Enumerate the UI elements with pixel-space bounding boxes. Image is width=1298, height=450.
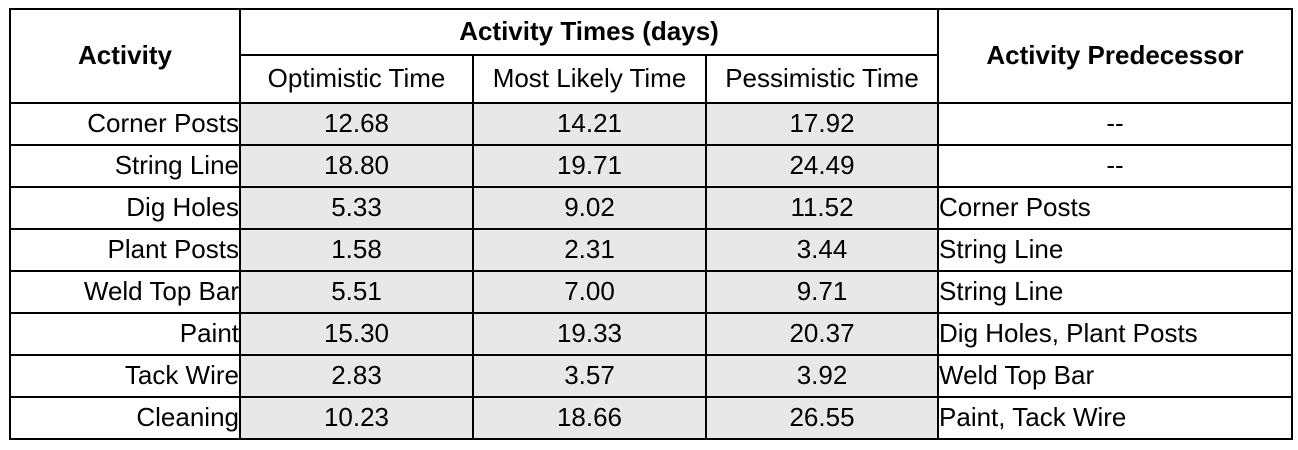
optimistic-time-cell: 15.30: [239, 312, 474, 356]
header-row-sub: Optimistic Time Most Likely Time Pessimi…: [10, 54, 1292, 104]
optimistic-time-cell: 5.33: [239, 186, 474, 230]
column-header-most-likely-time: Most Likely Time: [472, 54, 707, 104]
table-row-string-line: String Line 18.80 19.71 24.49 --: [9, 144, 1294, 188]
activity-cell: Cleaning: [9, 396, 241, 440]
pessimistic-time-cell: 9.71: [704, 270, 940, 314]
pessimistic-time-cell: 24.49: [704, 144, 940, 188]
predecessor-cell: --: [937, 102, 1294, 146]
activity-cell: Corner Posts: [9, 102, 241, 146]
table-row-plant-posts: Plant Posts 1.58 2.31 3.44 String Line: [9, 228, 1294, 272]
optimistic-time-cell: 2.83: [239, 354, 474, 398]
most-likely-time-cell: 14.21: [472, 102, 707, 146]
table-row-cleaning: Cleaning 10.23 18.66 26.55 Paint, Tack W…: [9, 396, 1294, 440]
most-likely-time-cell: 2.31: [472, 228, 707, 272]
pessimistic-time-cell: 3.44: [704, 228, 940, 272]
optimistic-time-cell: 5.51: [239, 270, 474, 314]
column-header-activity-times-group: Activity Times (days): [238, 8, 940, 56]
most-likely-time-cell: 19.33: [472, 312, 707, 356]
column-header-pessimistic-time: Pessimistic Time: [704, 54, 940, 104]
table-row-weld-top-bar: Weld Top Bar 5.51 7.00 9.71 String Line: [9, 270, 1294, 314]
pessimistic-time-cell: 17.92: [704, 102, 940, 146]
column-header-optimistic-time: Optimistic Time: [239, 54, 474, 104]
column-header-predecessor: Activity Predecessor: [937, 8, 1294, 104]
activity-cell: Tack Wire: [9, 354, 241, 398]
predecessor-cell: Dig Holes, Plant Posts: [937, 312, 1294, 356]
activity-cell: Dig Holes: [9, 186, 241, 230]
predecessor-cell: Paint, Tack Wire: [937, 396, 1294, 440]
column-header-activity: Activity: [9, 8, 241, 104]
most-likely-time-cell: 9.02: [472, 186, 707, 230]
activity-cell: Paint: [9, 312, 241, 356]
table-row-tack-wire: Tack Wire 2.83 3.57 3.92 Weld Top Bar: [9, 354, 1294, 398]
table-row-corner-posts: Corner Posts 12.68 14.21 17.92 --: [9, 102, 1294, 146]
activity-times-table: Activity Activity Times (days) Activity …: [9, 8, 1294, 440]
most-likely-time-cell: 18.66: [472, 396, 707, 440]
predecessor-cell: Corner Posts: [937, 186, 1294, 230]
pessimistic-time-cell: 3.92: [704, 354, 940, 398]
optimistic-time-cell: 1.58: [239, 228, 474, 272]
optimistic-time-cell: 10.23: [239, 396, 474, 440]
optimistic-time-cell: 18.80: [239, 144, 474, 188]
activity-cell: String Line: [9, 144, 241, 188]
activity-cell: Plant Posts: [9, 228, 241, 272]
pessimistic-time-cell: 20.37: [704, 312, 940, 356]
most-likely-time-cell: 3.57: [472, 354, 707, 398]
most-likely-time-cell: 19.71: [472, 144, 707, 188]
table-row-dig-holes: Dig Holes 5.33 9.02 11.52 Corner Posts: [9, 186, 1294, 230]
activity-cell: Weld Top Bar: [9, 270, 241, 314]
predecessor-cell: String Line: [937, 228, 1294, 272]
predecessor-cell: String Line: [937, 270, 1294, 314]
most-likely-time-cell: 7.00: [472, 270, 707, 314]
pessimistic-time-cell: 11.52: [704, 186, 940, 230]
pessimistic-time-cell: 26.55: [704, 396, 940, 440]
table-row-paint: Paint 15.30 19.33 20.37 Dig Holes, Plant…: [9, 312, 1294, 356]
header-row-group: Activity Activity Times (days) Activity …: [9, 8, 1294, 104]
optimistic-time-cell: 12.68: [239, 102, 474, 146]
predecessor-cell: Weld Top Bar: [937, 354, 1294, 398]
predecessor-cell: --: [937, 144, 1294, 188]
